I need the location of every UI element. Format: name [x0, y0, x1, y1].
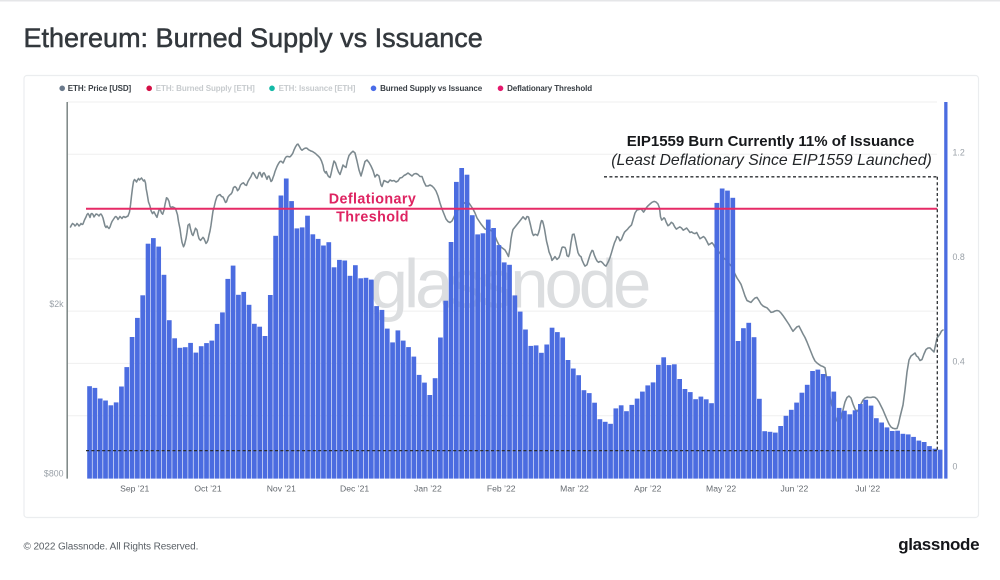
svg-text:Jul ’22: Jul ’22	[855, 484, 880, 494]
svg-text:Ethereum: Burned Supply vs Iss: Ethereum: Burned Supply vs Issuance	[24, 23, 483, 53]
svg-text:glassnode: glassnode	[898, 535, 979, 554]
svg-text:Oct ’21: Oct ’21	[194, 484, 221, 494]
svg-text:Deflationary: Deflationary	[329, 192, 416, 208]
svg-text:EIP1559 Burn Currently 11% of: EIP1559 Burn Currently 11% of Issuance	[627, 133, 915, 150]
svg-text:Burned Supply vs Issuance: Burned Supply vs Issuance	[380, 84, 483, 93]
svg-text:0: 0	[953, 461, 958, 471]
svg-text:(Least Deflationary Since EIP1: (Least Deflationary Since EIP1559 Launch…	[611, 152, 932, 169]
svg-text:ETH: Issuance [ETH]: ETH: Issuance [ETH]	[279, 84, 356, 93]
svg-text:Threshold: Threshold	[336, 210, 409, 226]
svg-text:Mar ’22: Mar ’22	[560, 484, 589, 494]
svg-text:© 2022 Glassnode. All Rights R: © 2022 Glassnode. All Rights Reserved.	[24, 542, 199, 553]
svg-text:Sep ’21: Sep ’21	[120, 484, 149, 494]
svg-text:ETH: Price [USD]: ETH: Price [USD]	[68, 84, 132, 93]
svg-text:Jan ’22: Jan ’22	[414, 484, 442, 494]
svg-text:0.8: 0.8	[953, 252, 965, 262]
svg-text:1.2: 1.2	[953, 147, 965, 157]
svg-text:$800: $800	[44, 468, 64, 478]
svg-text:May ’22: May ’22	[706, 484, 736, 494]
svg-text:Dec ’21: Dec ’21	[340, 484, 369, 494]
svg-text:Feb ’22: Feb ’22	[487, 484, 516, 494]
svg-text:$2k: $2k	[49, 299, 64, 309]
svg-text:Deflationary Threshold: Deflationary Threshold	[507, 84, 592, 93]
svg-text:ETH: Burned Supply [ETH]: ETH: Burned Supply [ETH]	[156, 84, 255, 93]
svg-text:Jun ’22: Jun ’22	[781, 484, 809, 494]
svg-text:0.4: 0.4	[953, 356, 965, 366]
svg-text:Apr ’22: Apr ’22	[634, 484, 661, 494]
svg-text:Nov ’21: Nov ’21	[267, 484, 296, 494]
